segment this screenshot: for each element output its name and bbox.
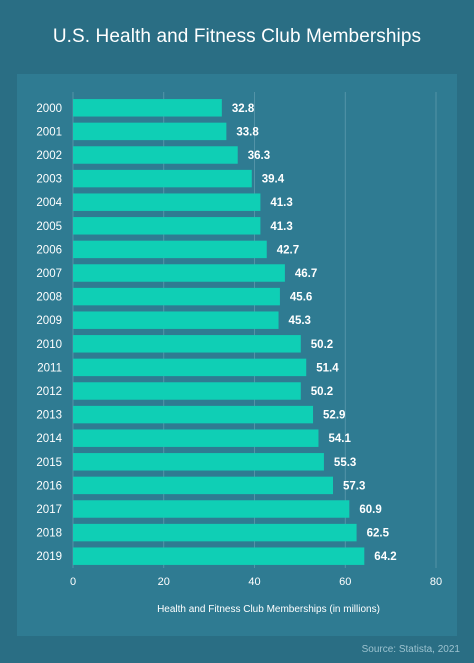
y-tick-label: 2001 (36, 126, 62, 138)
y-tick-label: 2017 (36, 504, 62, 516)
data-label: 52.9 (323, 410, 345, 422)
data-label: 54.1 (328, 433, 351, 445)
y-tick-label: 2004 (36, 197, 62, 209)
chart-panel: 0 20 40 60 80 2000 32.8 2001 33.8 2002 36.3 2003 39.… (17, 74, 457, 636)
y-tick-label: 2019 (36, 551, 62, 563)
bar (73, 169, 252, 188)
bar (73, 382, 301, 400)
bar (73, 193, 261, 211)
data-label: 55.3 (334, 457, 356, 469)
bar (73, 99, 222, 117)
bar (73, 287, 280, 306)
bar-chart: 0 20 40 60 80 2000 32.8 2001 33.8 2002 36.3 2003 39.… (36, 92, 442, 615)
y-tick-label: 2003 (36, 174, 62, 186)
y-tick-label: 2009 (36, 315, 62, 327)
y-tick-label: 2006 (36, 244, 62, 256)
y-tick-label: 2010 (36, 339, 62, 351)
data-label: 42.7 (277, 244, 299, 256)
y-tick-label: 2002 (36, 150, 62, 162)
data-label: 50.2 (311, 386, 333, 398)
data-label: 64.2 (374, 551, 396, 563)
data-label: 62.5 (367, 528, 390, 540)
data-label: 41.3 (270, 197, 292, 209)
bars (73, 99, 365, 565)
data-label: 33.8 (236, 126, 259, 138)
bar (73, 429, 319, 447)
y-tick-label: 2012 (36, 386, 62, 398)
bar (73, 500, 350, 518)
bar (73, 476, 333, 495)
data-label: 60.9 (359, 504, 381, 516)
y-tick-label: 2000 (36, 103, 62, 115)
y-tick-label: 2013 (36, 410, 62, 422)
labels: 0 20 40 60 80 2000 32.8 2001 33.8 2002 36.3 2003 39.… (36, 103, 442, 615)
data-label: 57.3 (343, 480, 365, 492)
bar (73, 264, 285, 282)
x-tick-label: 60 (339, 576, 351, 588)
x-tick-label: 20 (158, 576, 170, 588)
bar (73, 523, 357, 542)
data-label: 41.3 (270, 221, 292, 233)
bar (73, 217, 261, 235)
x-tick-label: 40 (248, 576, 260, 588)
y-tick-label: 2005 (36, 221, 62, 233)
y-tick-label: 2016 (36, 480, 62, 492)
data-label: 51.4 (316, 362, 339, 374)
data-label: 32.8 (232, 103, 255, 115)
bar (73, 335, 301, 353)
data-label: 50.2 (311, 339, 333, 351)
x-axis-title: Health and Fitness Club Memberships (in … (157, 604, 380, 615)
bar (73, 122, 227, 141)
bar (73, 146, 238, 164)
data-label: 39.4 (262, 174, 285, 186)
y-tick-label: 2007 (36, 268, 62, 280)
x-tick-label: 0 (70, 576, 76, 588)
y-tick-label: 2015 (36, 457, 62, 469)
bar (73, 405, 314, 424)
data-label: 36.3 (248, 150, 270, 162)
y-tick-label: 2014 (36, 433, 62, 445)
y-tick-label: 2011 (37, 362, 62, 374)
source-note: Source: Statista, 2021 (361, 644, 460, 655)
data-label: 46.7 (295, 268, 317, 280)
bar (73, 358, 307, 377)
data-label: 45.3 (289, 315, 311, 327)
y-tick-label: 2008 (36, 292, 62, 304)
bar (73, 311, 279, 329)
bar (73, 240, 267, 259)
bar (73, 547, 365, 565)
x-tick-label: 80 (430, 576, 442, 588)
data-label: 45.6 (290, 292, 312, 304)
y-tick-label: 2018 (36, 528, 62, 540)
page-title: U.S. Health and Fitness Club Memberships (52, 26, 422, 47)
bar (73, 453, 324, 471)
